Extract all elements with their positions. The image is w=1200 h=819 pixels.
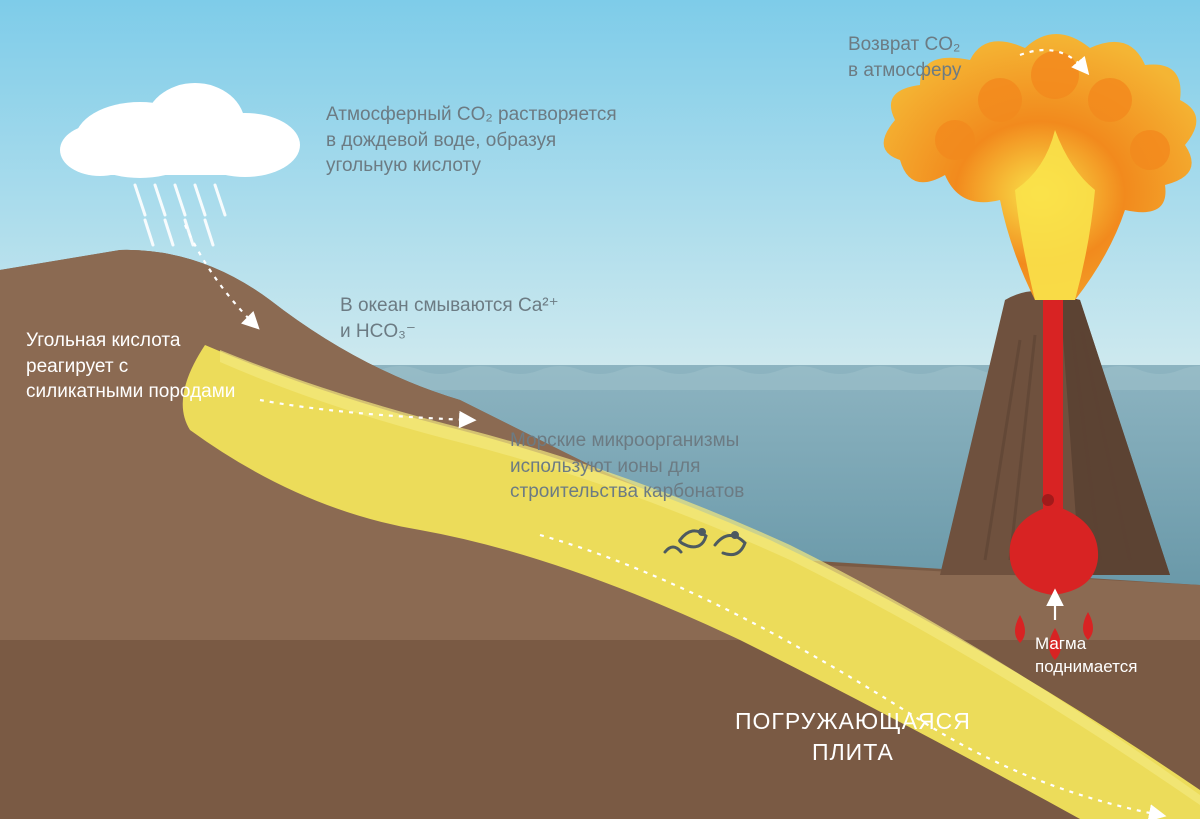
carbon-cycle-diagram: Возврат CO₂ в атмосферу Атмосферный CO₂ … [0, 0, 1200, 819]
label-magma: Магма поднимается [1035, 633, 1137, 679]
label-carbonic-acid: Угольная кислота реагирует с силикатными… [26, 328, 235, 405]
label-microorganisms: Морские микроорганизмы используют ионы д… [510, 428, 744, 505]
label-ocean-wash: В океан смываются Ca²⁺ и HCO₃⁻ [340, 293, 559, 344]
label-plate: ПОГРУЖАЮЩАЯСЯ ПЛИТА [735, 706, 971, 768]
label-co2-return: Возврат CO₂ в атмосферу [848, 32, 961, 83]
label-atmospheric: Атмосферный CO₂ растворяется в дождевой … [326, 102, 617, 179]
